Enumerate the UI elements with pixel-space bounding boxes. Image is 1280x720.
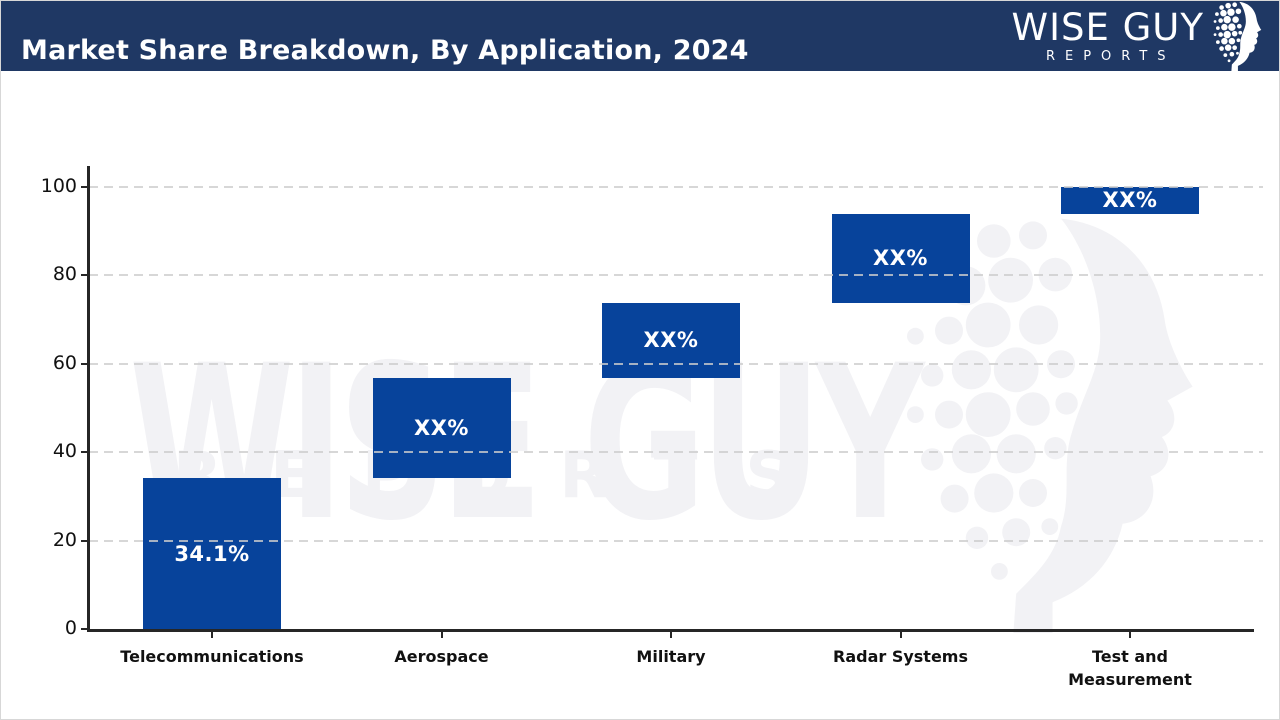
gridline [89, 274, 1263, 277]
y-tick-mark [81, 274, 89, 277]
x-tick-mark [440, 631, 443, 638]
x-tick-mark [670, 631, 672, 638]
x-tick-label-line: Telecommunications [120, 647, 304, 666]
bar-value-label: XX% [1102, 188, 1158, 213]
bar-value-label: XX% [873, 246, 928, 271]
bar-segment: 34.1% [143, 478, 281, 629]
y-tick-mark [81, 628, 89, 630]
y-tick-mark [81, 362, 89, 365]
bar-segment: XX% [372, 377, 511, 479]
brand-tagline: REPORTS [1045, 48, 1176, 64]
x-tick-mark [1129, 631, 1131, 638]
brand-logo: WISE GUY REPORTS [1012, 1, 1267, 71]
x-tick-label-line: Measurement [1068, 670, 1192, 690]
gridline [89, 186, 1263, 188]
wise-guy-head-icon [1213, 1, 1262, 71]
plot-area: WISE GUY REPORTS 34.1%XX%XX%XX%XX%020406… [1, 71, 1279, 719]
x-tick-label: Aerospace [327, 645, 557, 668]
bar-value-label: XX% [643, 328, 699, 353]
y-tick-label: 20 [52, 528, 77, 551]
gridline [89, 451, 1263, 454]
bar-value-label: 34.1% [174, 541, 250, 566]
y-tick-label: 60 [52, 351, 77, 374]
y-tick-label: 0 [64, 617, 77, 639]
x-tick-label-line: Military [636, 647, 706, 666]
gridline [89, 539, 1263, 542]
x-tick-label: Military [556, 645, 786, 668]
header: Market Share Breakdown, By Application, … [1, 1, 1279, 71]
bar-segment: XX% [602, 302, 740, 378]
x-axis-line [87, 629, 1254, 632]
y-tick-mark [81, 186, 89, 188]
gridline [89, 362, 1263, 365]
x-tick-mark [211, 631, 213, 638]
y-tick-mark [81, 539, 89, 542]
x-tick-label: Radar Systems [786, 645, 1016, 668]
x-tick-label-line: Test and [1091, 647, 1169, 666]
x-tick-label-line: Aerospace [394, 647, 489, 666]
y-tick-mark [81, 451, 89, 454]
bar-segment: XX% [1061, 187, 1199, 214]
y-tick-label: 100 [40, 175, 77, 197]
brand-name: WISE GUY [1011, 5, 1204, 49]
bar-segment: XX% [831, 213, 970, 303]
x-tick-label-line: Radar Systems [833, 647, 968, 666]
x-tick-label: Test and Measurement [1015, 645, 1245, 691]
brand-text: WISE GUY REPORTS [1012, 9, 1204, 64]
x-tick-mark [899, 631, 902, 638]
y-axis-line [87, 166, 90, 631]
y-tick-label: 80 [52, 263, 77, 286]
y-tick-label: 40 [52, 440, 77, 463]
bar-value-label: XX% [414, 416, 469, 441]
x-tick-label: Telecommunications [97, 645, 327, 668]
chart-title: Market Share Breakdown, By Application, … [21, 35, 749, 66]
